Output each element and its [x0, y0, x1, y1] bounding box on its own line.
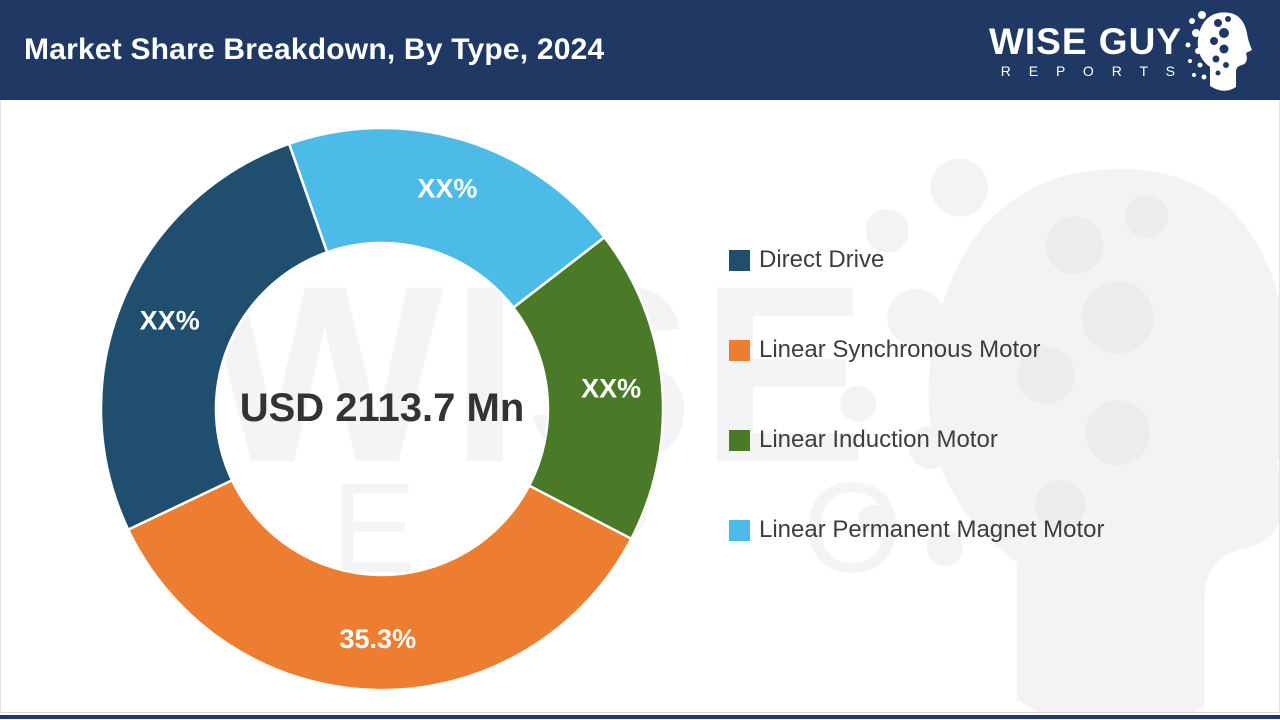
face-profile-icon — [1185, 11, 1252, 91]
slice-percentage-label: XX% — [140, 306, 200, 336]
donut-slice-linear-synchronous-motor — [126, 479, 633, 692]
legend-item-direct-drive: Direct Drive — [729, 246, 1105, 274]
donut-chart: XX% XX% 35.3% XX% USD 2113.7 Mn — [99, 126, 665, 692]
donut-slice-linear-induction-motor — [512, 236, 665, 541]
brand-name: WISE GUY — [988, 20, 1182, 62]
legend-label: Linear Permanent Magnet Motor — [759, 516, 1105, 543]
brand-logo: WISE GUY R E P O R T S — [989, 7, 1256, 93]
legend-swatch-linear-synchronous-motor — [729, 339, 750, 361]
donut-slice-linear-permanent-magnet-motor — [287, 126, 606, 309]
slice-percentage-label: XX% — [417, 174, 477, 204]
donut-slices — [99, 126, 665, 692]
donut-slice-direct-drive — [99, 142, 329, 531]
slice-percentage-label: XX% — [581, 374, 641, 404]
brand-subtitle: R E P O R T S — [1000, 62, 1182, 79]
slice-percentage-label: 35.3% — [340, 624, 417, 654]
legend-item-linear-synchronous-motor: Linear Synchronous Motor — [729, 336, 1105, 364]
donut-slice-labels: XX% XX% 35.3% XX% — [140, 174, 641, 655]
page-title: Market Share Breakdown, By Type, 2024 — [24, 33, 605, 66]
brand-logo-text: WISE GUY R E P O R T S — [989, 23, 1182, 78]
legend-swatch-direct-drive — [729, 249, 750, 271]
legend-swatch-linear-induction-motor — [729, 429, 750, 451]
legend-swatch-linear-permanent-magnet-motor — [729, 519, 750, 541]
footer-accent-bar — [0, 715, 1280, 719]
legend-label: Direct Drive — [759, 246, 885, 273]
legend-item-linear-induction-motor: Linear Induction Motor — [729, 426, 1105, 454]
legend-item-linear-permanent-magnet-motor: Linear Permanent Magnet Motor — [729, 516, 1105, 544]
legend-label: Linear Synchronous Motor — [759, 336, 1041, 363]
header: Market Share Breakdown, By Type, 2024 WI… — [0, 0, 1280, 100]
chart-legend: Direct Drive Linear Synchronous Motor Li… — [729, 246, 1105, 606]
donut-center-value: USD 2113.7 Mn — [240, 386, 525, 430]
footer-spacer — [0, 713, 1280, 715]
legend-label: Linear Induction Motor — [759, 426, 998, 453]
chart-area: WISE GUY E P O XX%XX%35.3%XX% USD 2113.7… — [0, 100, 1280, 713]
